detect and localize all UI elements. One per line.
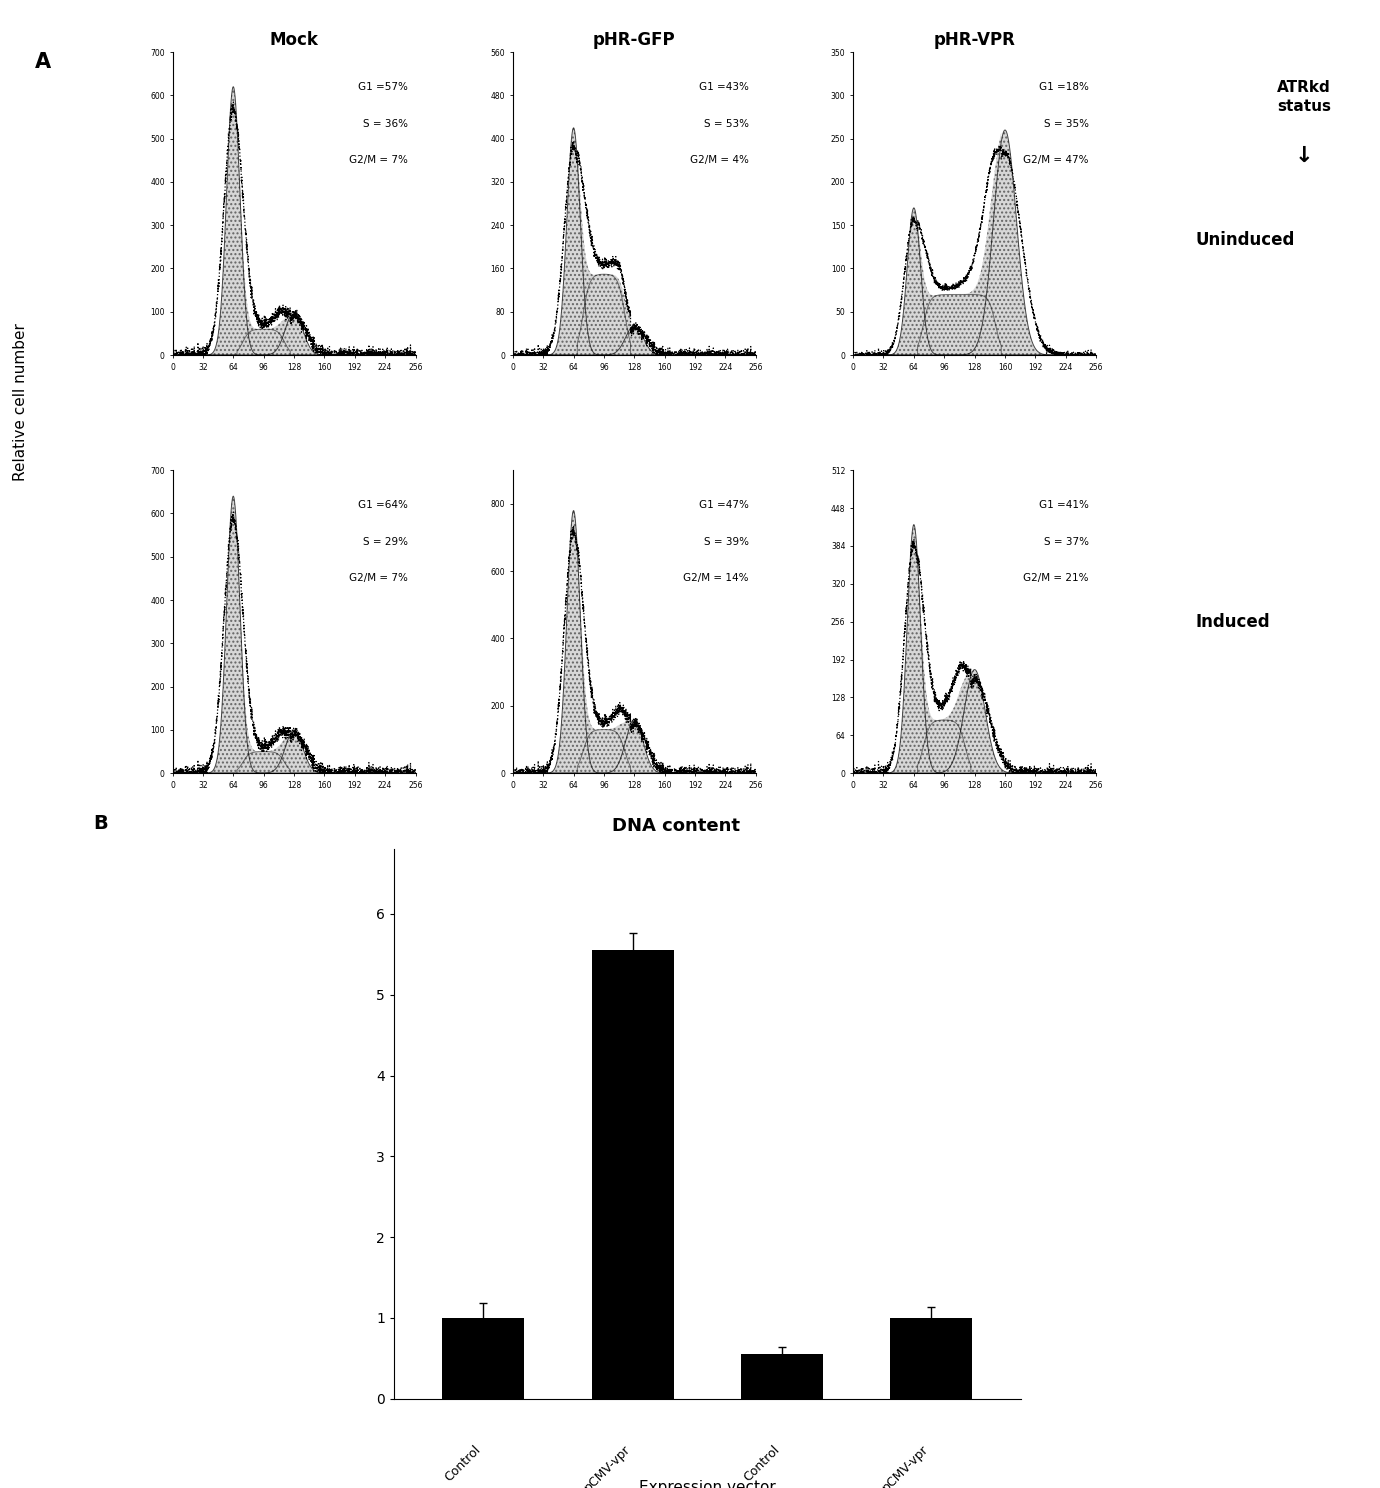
Bar (443, 1318, 524, 1399)
Text: Control: Control (443, 1443, 483, 1484)
Text: G1 =43%: G1 =43% (698, 82, 748, 92)
Text: ATRkd
status: ATRkd status (1276, 80, 1332, 113)
Text: pCMV-vpr: pCMV-vpr (879, 1443, 932, 1488)
Title: pHR-GFP: pHR-GFP (593, 31, 676, 49)
Text: Relative cell number: Relative cell number (14, 323, 28, 481)
Text: G2/M = 4%: G2/M = 4% (690, 155, 748, 165)
Bar (890, 1318, 972, 1399)
Bar (741, 1354, 822, 1399)
Text: G1 =18%: G1 =18% (1039, 82, 1089, 92)
Text: pCMV-vpr: pCMV-vpr (581, 1443, 632, 1488)
Text: G2/M = 7%: G2/M = 7% (349, 155, 408, 165)
Text: DNA content: DNA content (613, 817, 740, 835)
Bar (592, 951, 673, 1399)
Title: Mock: Mock (269, 31, 319, 49)
Text: S = 36%: S = 36% (363, 119, 408, 129)
Text: Control: Control (741, 1443, 782, 1484)
Text: G1 =57%: G1 =57% (359, 82, 408, 92)
Text: G1 =64%: G1 =64% (359, 500, 408, 510)
Title: pHR-VPR: pHR-VPR (934, 31, 1016, 49)
Text: G2/M = 21%: G2/M = 21% (1024, 573, 1089, 583)
Text: S = 39%: S = 39% (704, 537, 748, 546)
Text: S = 35%: S = 35% (1043, 119, 1089, 129)
X-axis label: Expression vector: Expression vector (639, 1481, 776, 1488)
Text: ↓: ↓ (1294, 146, 1314, 167)
Text: G1 =41%: G1 =41% (1039, 500, 1089, 510)
Text: G2/M = 14%: G2/M = 14% (683, 573, 748, 583)
Text: S = 53%: S = 53% (704, 119, 748, 129)
Text: G2/M = 7%: G2/M = 7% (349, 573, 408, 583)
Text: B: B (92, 814, 108, 833)
Text: S = 29%: S = 29% (363, 537, 408, 546)
Text: Uninduced: Uninduced (1196, 231, 1296, 248)
Text: G1 =47%: G1 =47% (698, 500, 748, 510)
Text: Induced: Induced (1196, 613, 1271, 631)
Text: S = 37%: S = 37% (1043, 537, 1089, 546)
Text: A: A (34, 52, 51, 71)
Text: G2/M = 47%: G2/M = 47% (1024, 155, 1089, 165)
